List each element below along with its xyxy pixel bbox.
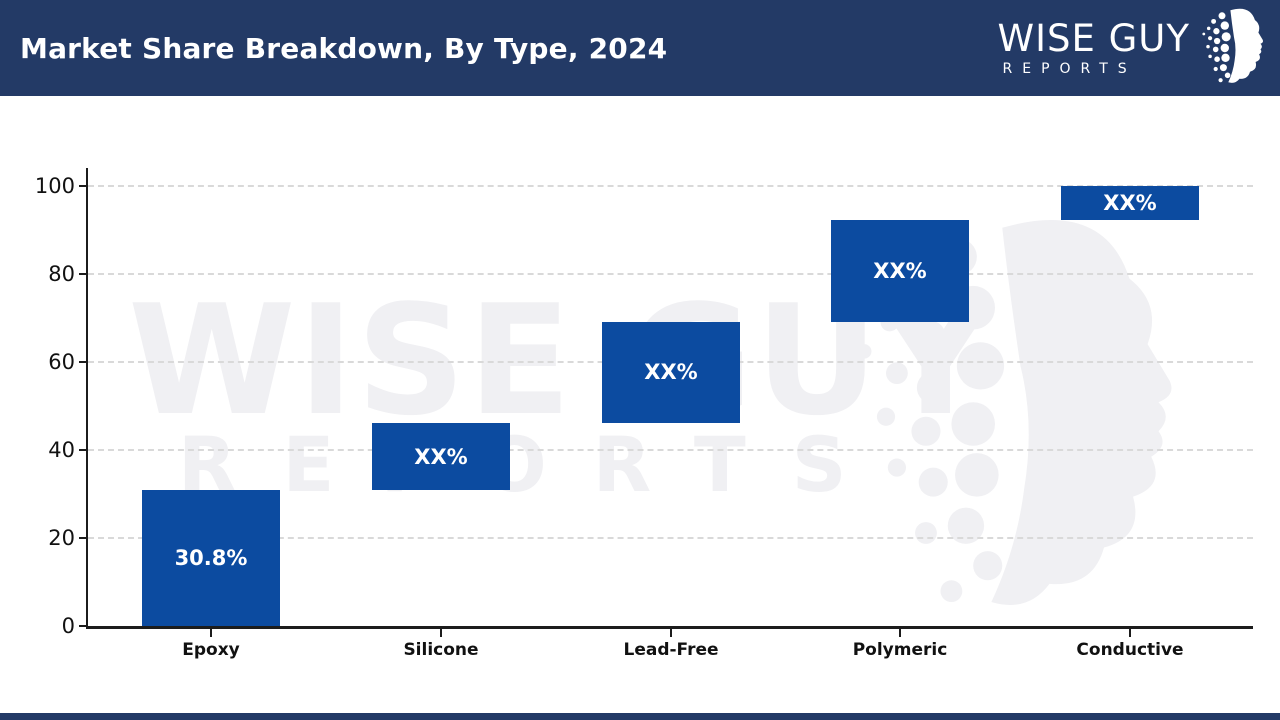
y-tick-label: 80 [48,262,75,286]
y-tick-label: 100 [34,174,75,198]
gridline-40 [88,449,1253,451]
gridline-20 [88,537,1253,539]
bar-value-label: XX% [873,258,927,283]
x-axis-line [86,626,1253,629]
y-tick-label: 40 [48,438,75,462]
y-axis-tick [79,625,87,627]
x-axis-tick [670,629,672,637]
header-bar: Market Share Breakdown, By Type, 2024 WI… [0,0,1280,96]
y-axis-tick [79,537,87,539]
logo-wordmark: WISE GUY [997,16,1190,60]
bar-silicone: XX% [372,422,510,491]
gridline-80 [88,273,1253,275]
x-axis-tick [440,629,442,637]
x-axis-tick [899,629,901,637]
y-axis-tick [79,273,87,275]
y-tick-label: 0 [61,614,75,638]
watermark-subtitle: REPORTS [178,420,893,509]
gridline-100 [88,185,1253,187]
page-title: Market Share Breakdown, By Type, 2024 [20,31,668,65]
x-category-label: Lead-Free [623,640,719,660]
x-axis-tick [1129,629,1131,637]
bar-value-label: XX% [1103,190,1157,215]
y-axis-tick [79,361,87,363]
x-category-label: Epoxy [182,640,240,660]
bar-value-label: 30.8% [174,546,248,571]
y-axis-line [86,168,88,629]
y-tick-label: 60 [48,350,75,374]
face-profile-icon [1202,8,1263,83]
logo-subtitle: REPORTS [1002,60,1137,77]
y-axis-tick [79,449,87,451]
bar-value-label: XX% [644,360,698,385]
x-category-label: Polymeric [852,640,948,660]
footer-bar [0,713,1280,720]
y-axis-tick [79,185,87,187]
bar-value-label: XX% [414,444,468,469]
bar-epoxy: 30.8% [142,490,280,626]
wiseguy-logo: WISE GUY REPORTS [998,6,1264,90]
bar-lead-free: XX% [602,321,740,423]
logo-text: WISE GUY REPORTS [998,20,1190,77]
bar-polymeric: XX% [831,219,969,322]
x-category-label: Conductive [1076,640,1184,660]
bar-conductive: XX% [1061,186,1199,220]
x-category-label: Silicone [403,640,479,660]
x-axis-tick [210,629,212,637]
y-tick-label: 20 [48,526,75,550]
